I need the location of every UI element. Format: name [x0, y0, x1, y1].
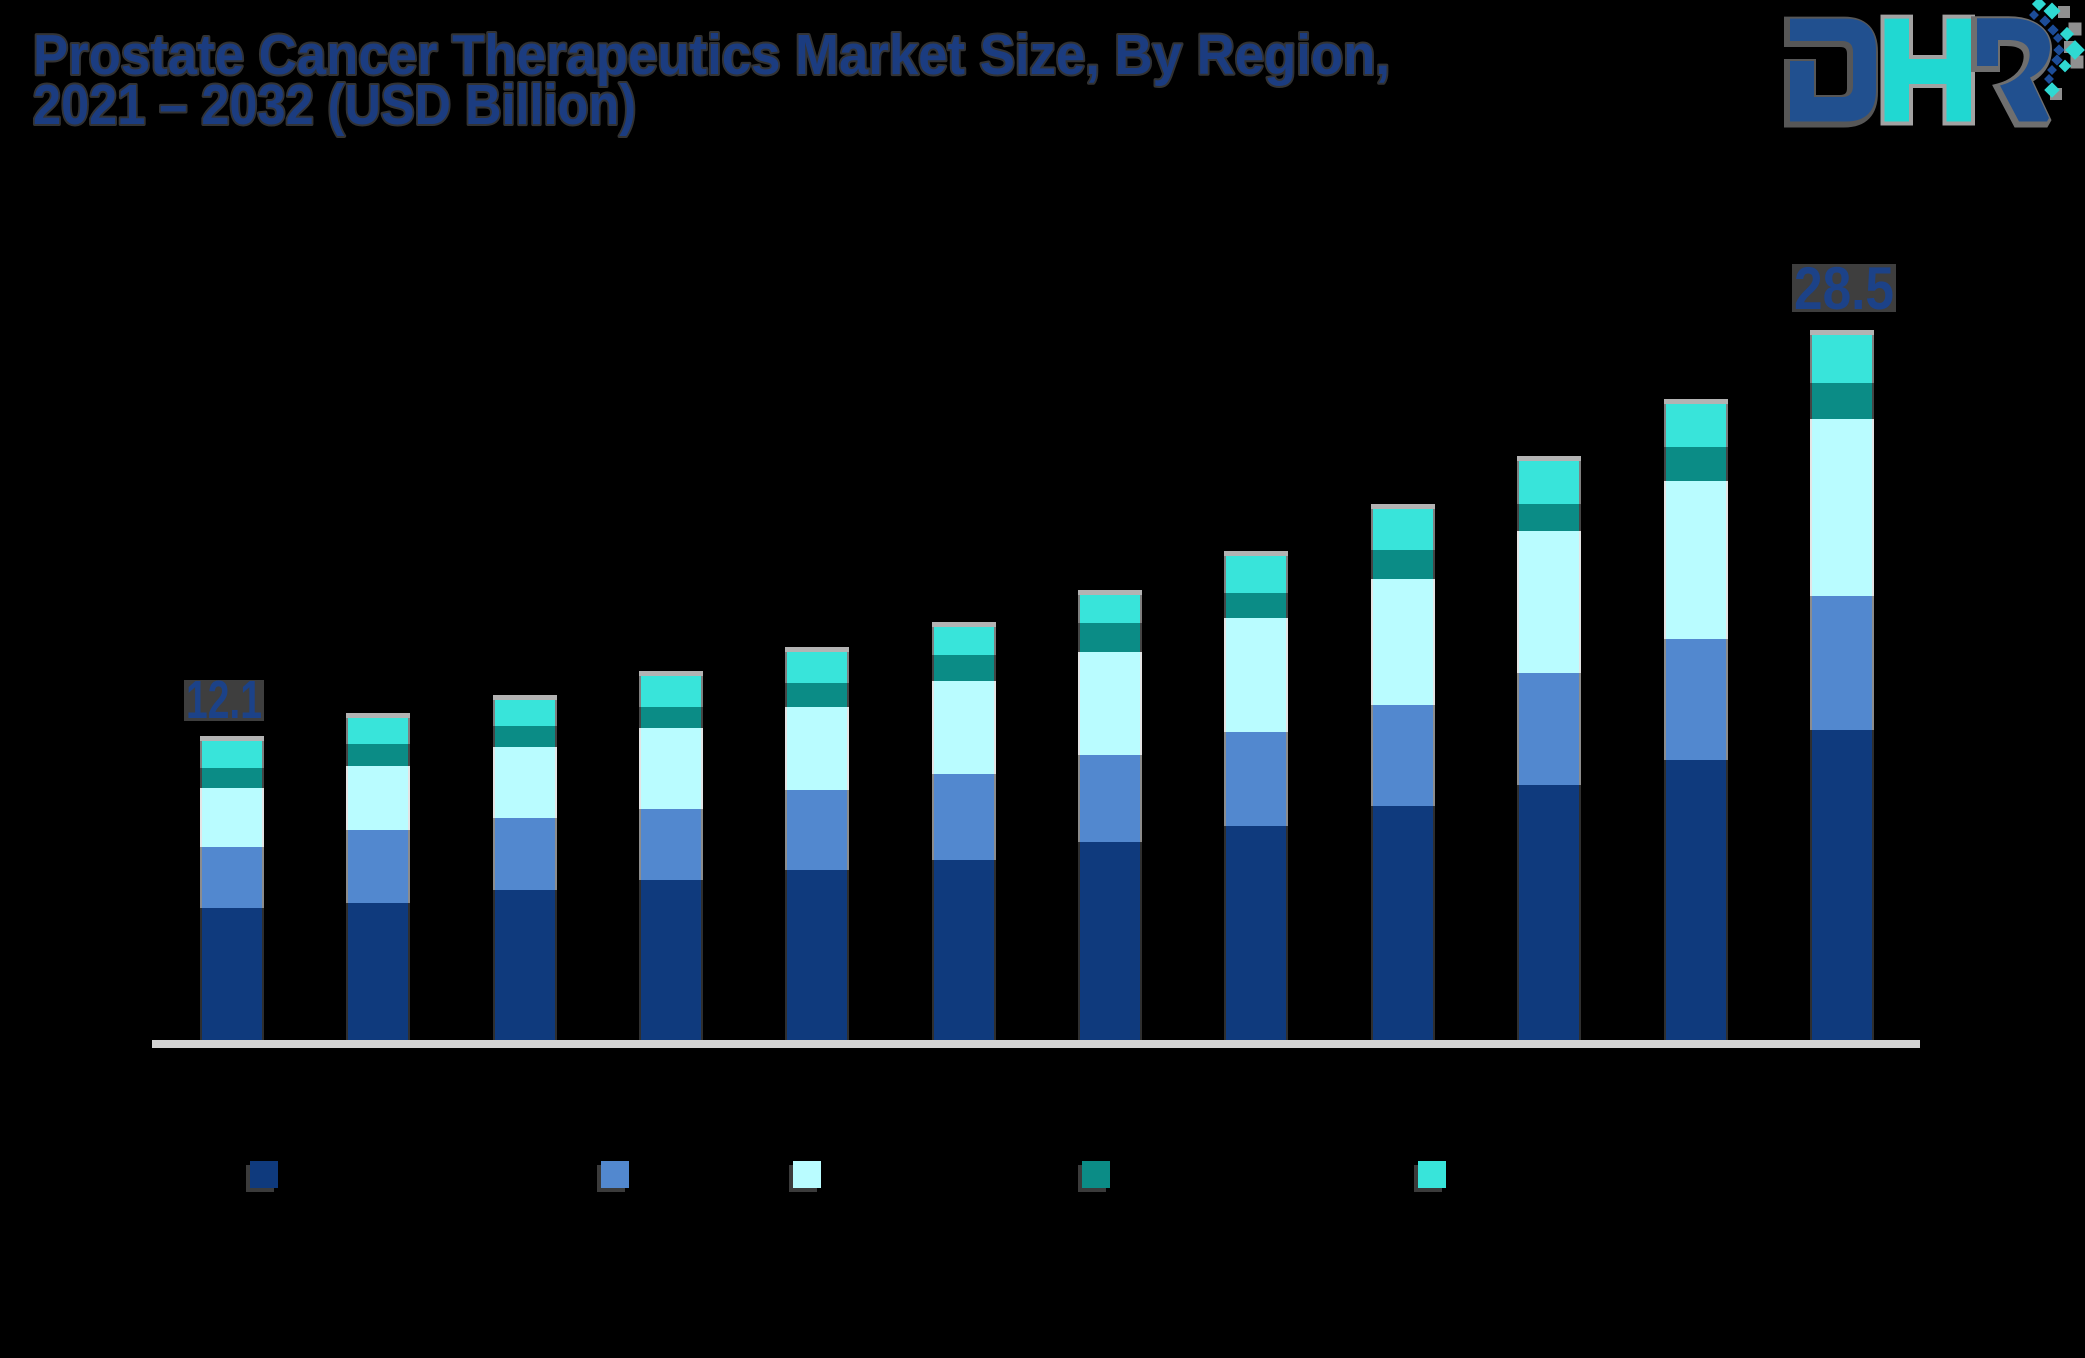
svg-text:28.5: 28.5	[1794, 255, 1894, 322]
svg-text:Prostate Cancer Therapeutics M: Prostate Cancer Therapeutics Market Size…	[33, 23, 1390, 87]
svg-text:12.1: 12.1	[186, 670, 262, 730]
svg-text:2021 – 2032 (USD Billion): 2021 – 2032 (USD Billion)	[33, 73, 636, 137]
